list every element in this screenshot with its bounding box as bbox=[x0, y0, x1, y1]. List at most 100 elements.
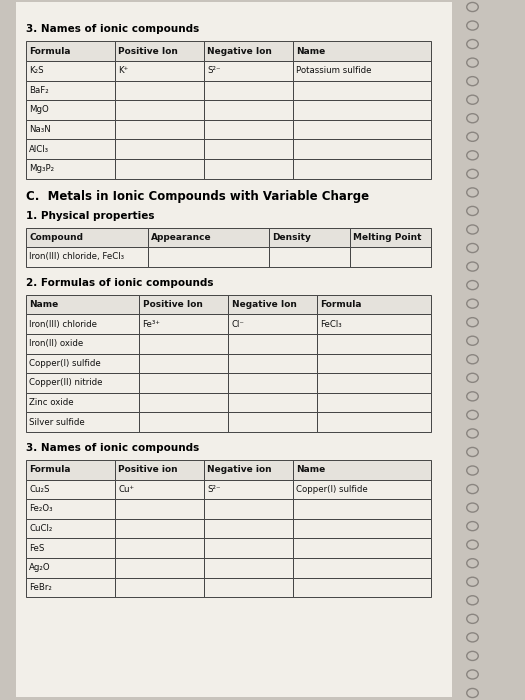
Text: Iron(II) oxide: Iron(II) oxide bbox=[29, 340, 83, 348]
Bar bbox=[26, 100, 115, 120]
Bar bbox=[317, 314, 430, 334]
Text: Copper(I) sulfide: Copper(I) sulfide bbox=[296, 485, 368, 494]
Bar bbox=[293, 100, 430, 120]
Bar bbox=[293, 139, 430, 159]
Bar bbox=[317, 295, 430, 314]
Bar bbox=[228, 295, 317, 314]
Bar bbox=[115, 578, 204, 597]
Bar bbox=[204, 80, 293, 100]
Text: 2. Formulas of ionic compounds: 2. Formulas of ionic compounds bbox=[26, 278, 214, 288]
Bar bbox=[140, 314, 228, 334]
Text: Formula: Formula bbox=[29, 47, 71, 55]
Text: K₂S: K₂S bbox=[29, 66, 44, 75]
Bar bbox=[115, 480, 204, 499]
Bar bbox=[204, 41, 293, 61]
Bar bbox=[26, 519, 115, 538]
Bar bbox=[350, 228, 430, 247]
Bar bbox=[26, 373, 140, 393]
Text: Melting Point: Melting Point bbox=[353, 233, 421, 242]
Bar bbox=[317, 354, 430, 373]
Text: Negative Ion: Negative Ion bbox=[232, 300, 297, 309]
Bar bbox=[115, 519, 204, 538]
Bar bbox=[115, 61, 204, 80]
Bar bbox=[26, 558, 115, 577]
Bar bbox=[204, 100, 293, 120]
Text: FeS: FeS bbox=[29, 544, 45, 552]
Text: Formula: Formula bbox=[29, 466, 71, 474]
Text: 1. Physical properties: 1. Physical properties bbox=[26, 211, 155, 220]
Bar bbox=[26, 334, 140, 354]
Bar bbox=[115, 159, 204, 178]
Bar bbox=[293, 41, 430, 61]
Bar bbox=[293, 159, 430, 178]
Text: Positive Ion: Positive Ion bbox=[143, 300, 203, 309]
Bar bbox=[228, 373, 317, 393]
Bar bbox=[26, 314, 140, 334]
Bar bbox=[204, 499, 293, 519]
Bar bbox=[140, 393, 228, 412]
Text: 3. Names of ionic compounds: 3. Names of ionic compounds bbox=[26, 443, 200, 453]
Text: Positive ion: Positive ion bbox=[118, 466, 178, 474]
Bar bbox=[140, 373, 228, 393]
Bar bbox=[204, 480, 293, 499]
Bar bbox=[228, 314, 317, 334]
Bar bbox=[26, 578, 115, 597]
Text: Fe₂O₃: Fe₂O₃ bbox=[29, 505, 53, 513]
Bar bbox=[317, 373, 430, 393]
Bar bbox=[26, 61, 115, 80]
Bar bbox=[26, 460, 115, 480]
Bar bbox=[317, 334, 430, 354]
Text: Density: Density bbox=[272, 233, 311, 242]
Bar bbox=[115, 460, 204, 480]
Text: Mg₃P₂: Mg₃P₂ bbox=[29, 164, 55, 173]
Bar bbox=[204, 159, 293, 178]
Text: Na₃N: Na₃N bbox=[29, 125, 51, 134]
Text: CuCl₂: CuCl₂ bbox=[29, 524, 53, 533]
Bar bbox=[115, 100, 204, 120]
Text: S²⁻: S²⁻ bbox=[207, 66, 221, 75]
Text: Negative ion: Negative ion bbox=[207, 466, 272, 474]
Bar bbox=[350, 247, 430, 267]
Bar bbox=[16, 2, 452, 696]
Bar bbox=[26, 159, 115, 178]
Bar bbox=[293, 120, 430, 139]
Bar bbox=[204, 460, 293, 480]
Bar bbox=[115, 41, 204, 61]
Bar bbox=[293, 80, 430, 100]
Bar bbox=[317, 393, 430, 412]
Bar bbox=[317, 412, 430, 432]
Text: K⁺: K⁺ bbox=[118, 66, 129, 75]
Bar bbox=[204, 139, 293, 159]
Bar bbox=[293, 480, 430, 499]
Bar bbox=[269, 228, 350, 247]
Text: Ag₂O: Ag₂O bbox=[29, 564, 51, 572]
Text: 3. Names of ionic compounds: 3. Names of ionic compounds bbox=[26, 25, 200, 34]
Bar bbox=[204, 61, 293, 80]
Bar bbox=[115, 558, 204, 577]
Bar bbox=[228, 393, 317, 412]
Bar bbox=[148, 247, 269, 267]
Bar bbox=[26, 393, 140, 412]
Bar bbox=[228, 334, 317, 354]
Bar bbox=[228, 354, 317, 373]
Text: Fe³⁺: Fe³⁺ bbox=[143, 320, 161, 328]
Bar bbox=[26, 538, 115, 558]
Bar bbox=[26, 139, 115, 159]
Bar bbox=[26, 354, 140, 373]
Text: Negative Ion: Negative Ion bbox=[207, 47, 272, 55]
Text: Compound: Compound bbox=[29, 233, 83, 242]
Bar bbox=[26, 480, 115, 499]
Bar bbox=[115, 120, 204, 139]
Bar bbox=[293, 538, 430, 558]
Bar bbox=[26, 412, 140, 432]
Bar bbox=[26, 120, 115, 139]
Text: Potassium sulfide: Potassium sulfide bbox=[296, 66, 372, 75]
Text: C.  Metals in Ionic Compounds with Variable Charge: C. Metals in Ionic Compounds with Variab… bbox=[26, 190, 370, 203]
Bar bbox=[269, 247, 350, 267]
Text: FeCl₃: FeCl₃ bbox=[320, 320, 342, 328]
Text: Zinc oxide: Zinc oxide bbox=[29, 398, 74, 407]
Bar bbox=[26, 499, 115, 519]
Bar bbox=[293, 499, 430, 519]
Bar bbox=[140, 412, 228, 432]
Text: Appearance: Appearance bbox=[151, 233, 211, 242]
